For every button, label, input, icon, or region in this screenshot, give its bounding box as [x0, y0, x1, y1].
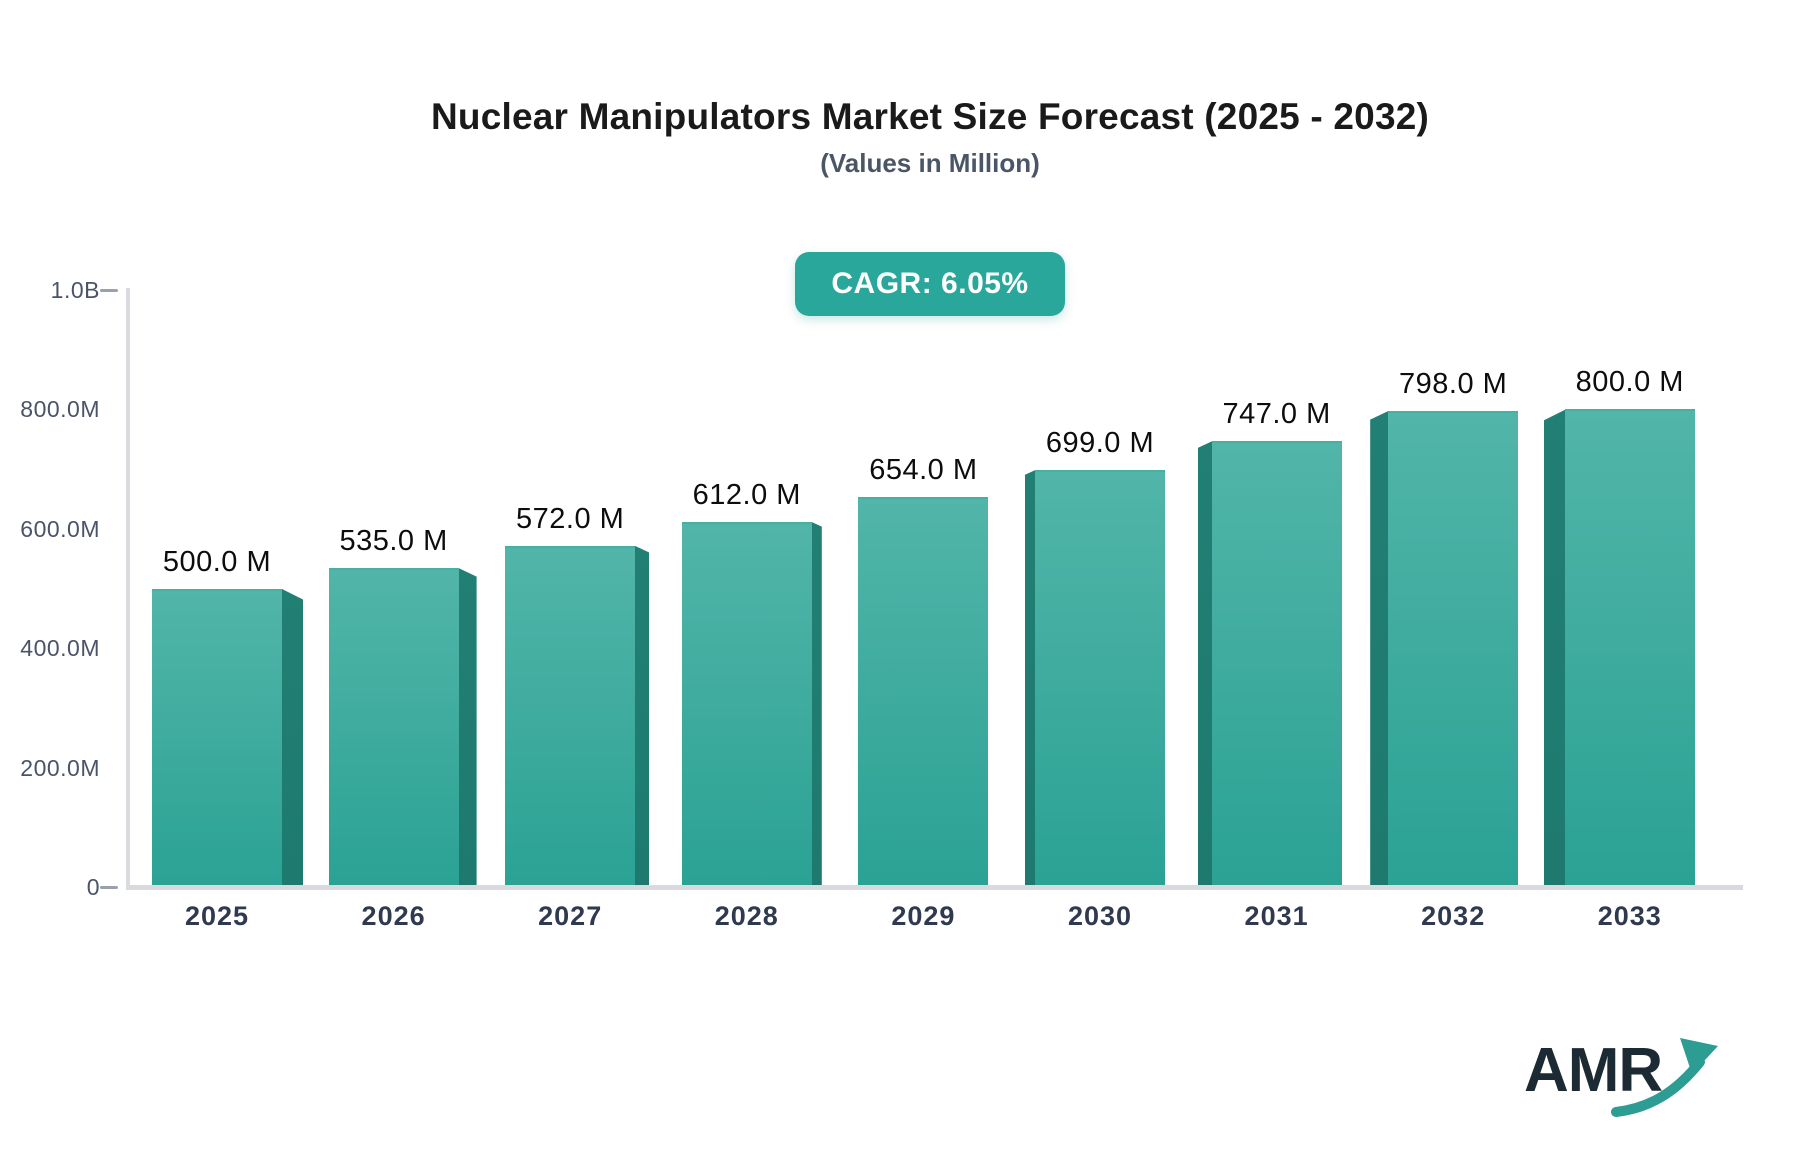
chart-title: Nuclear Manipulators Market Size Forecas…	[430, 96, 1430, 137]
x-axis-label: 2029	[891, 901, 956, 931]
cagr-badge: CAGR: 6.05%	[795, 252, 1065, 316]
bar-side[interactable]	[457, 567, 477, 887]
y-axis-tick-label: 0	[86, 874, 100, 900]
y-axis-tick-label: 600.0M	[20, 515, 100, 542]
bar-face[interactable]	[1388, 410, 1519, 887]
x-axis-label: 2028	[714, 901, 779, 931]
x-axis-label: 2032	[1421, 901, 1486, 931]
bar-value-label: 800.0 M	[1575, 366, 1684, 399]
bar-face[interactable]	[152, 588, 282, 887]
x-axis-label: 2033	[1597, 901, 1662, 931]
amr-logo-text: AMR	[1524, 1036, 1663, 1105]
bar-value-label: 654.0 M	[869, 453, 978, 486]
y-axis-tick-label: 200.0M	[20, 754, 100, 781]
bar-value-label: 612.0 M	[692, 478, 801, 511]
bar-face[interactable]	[1564, 409, 1695, 887]
bar-side[interactable]	[634, 545, 650, 887]
x-axis-baseline	[126, 885, 1743, 890]
amr-logo: AMR	[1524, 1030, 1754, 1125]
chart-subtitle: (Values in Million)	[820, 148, 1040, 178]
bar-face[interactable]	[1211, 441, 1342, 887]
bar-value-label: 572.0 M	[516, 502, 625, 535]
bar-value-label: 798.0 M	[1399, 367, 1508, 400]
bar-value-label: 699.0 M	[1045, 426, 1155, 459]
x-axis-label: 2031	[1244, 901, 1309, 931]
bar-face[interactable]	[1035, 469, 1165, 887]
y-axis-tick-label: 400.0M	[20, 635, 100, 662]
bar-side[interactable]	[1025, 469, 1036, 887]
y-axis-tick-label: 1.0B	[50, 277, 100, 303]
y-axis-tick-dash	[100, 288, 118, 292]
cagr-badge-row: CAGR: 6.05%	[30, 252, 1800, 316]
bar-value-label: 535.0 M	[339, 524, 448, 557]
x-axis-label: 2026	[361, 901, 426, 931]
bar-side[interactable]	[1543, 409, 1566, 887]
trend-up-arrow-icon	[1611, 1038, 1718, 1117]
y-axis-tick-dash	[100, 885, 118, 889]
x-axis-label: 2025	[184, 901, 250, 931]
bar-side[interactable]	[810, 521, 822, 887]
y-axis-line	[126, 288, 130, 889]
bar-face[interactable]	[328, 567, 459, 887]
x-axis-label: 2030	[1067, 901, 1133, 931]
bar-face[interactable]	[681, 521, 812, 887]
bar-side[interactable]	[1370, 410, 1390, 887]
bar-value-label: 500.0 M	[162, 545, 272, 578]
bar-side[interactable]	[281, 588, 303, 887]
bar-side[interactable]	[1197, 441, 1213, 887]
bar-value-label: 747.0 M	[1222, 398, 1331, 431]
y-axis-tick-label: 800.0M	[20, 396, 100, 423]
bar-face[interactable]	[505, 545, 636, 887]
x-axis-label: 2027	[538, 901, 603, 931]
bar-face[interactable]	[858, 496, 989, 887]
